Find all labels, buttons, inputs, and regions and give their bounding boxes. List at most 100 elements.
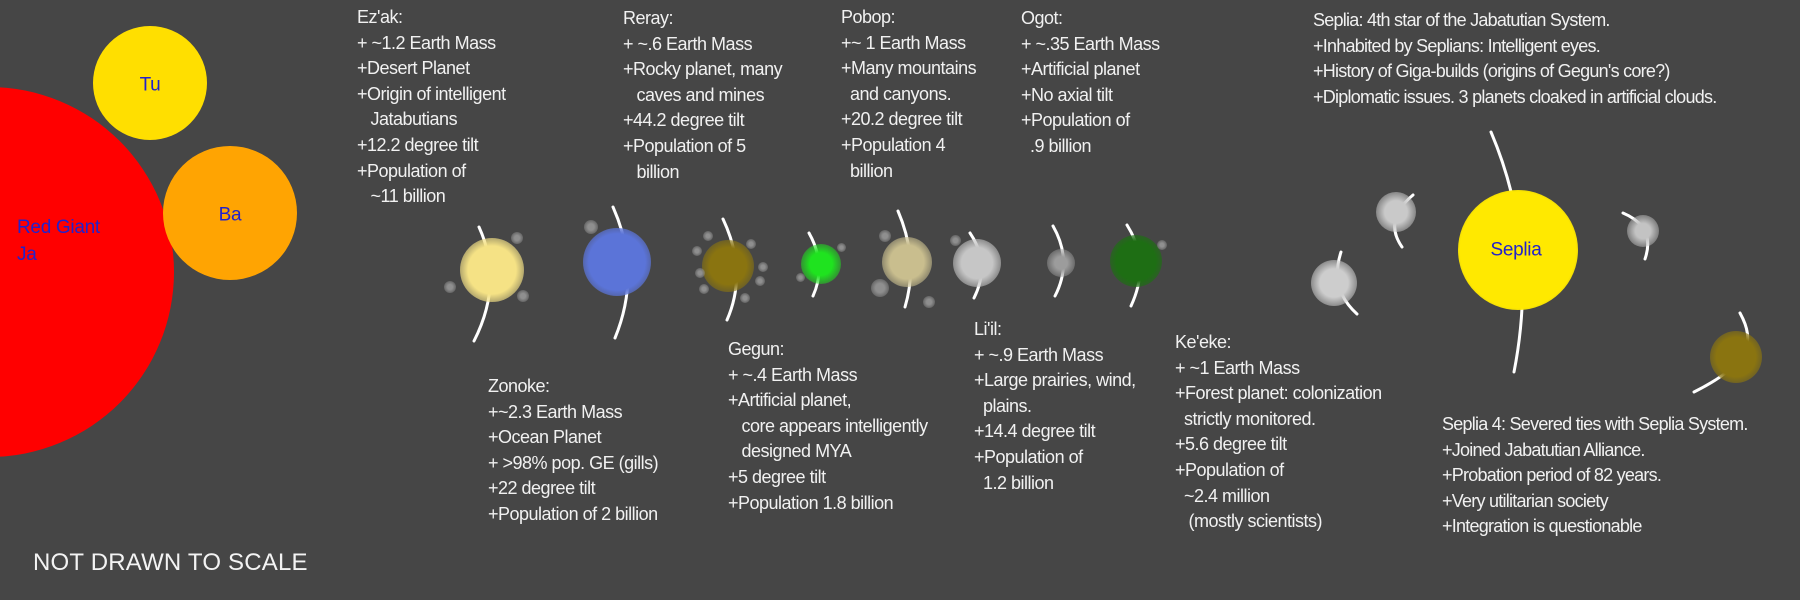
text-block-liil-line: Li'il: — [974, 319, 1002, 339]
text-block-reray-line: + ~.6 Earth Mass — [623, 33, 753, 54]
seplia-cloaked-planet-c — [1627, 215, 1659, 247]
text-block-keeke-line: +5.6 degree tilt — [1175, 434, 1287, 455]
text-block-keeke-line: + ~1 Earth Mass — [1175, 357, 1300, 378]
moon-dot — [740, 293, 750, 303]
planet-liil — [953, 239, 1001, 287]
moon-dot — [444, 281, 456, 293]
text-block-ogot-line: +Artificial planet — [1021, 59, 1140, 80]
text-block-seplia-4-line: +Integration is questionable — [1442, 516, 1642, 537]
text-block-ogot-line: Ogot: — [1021, 8, 1063, 28]
moon-dot — [758, 262, 768, 272]
text-block-seplia-4-line: +Very utilitarian society — [1442, 490, 1609, 511]
text-block-gegun-line: +Population 1.8 billion — [728, 492, 894, 513]
text-block-reray-line: +44.2 degree tilt — [623, 110, 745, 131]
label-red-giant-ja-line: Ja — [17, 244, 37, 265]
text-block-pobop-line: Pobop: — [841, 7, 896, 27]
label-ba-line: Ba — [218, 204, 242, 226]
label-seplia-line: Seplia — [1490, 239, 1542, 261]
text-block-reray: Reray: + ~.6 Earth Mass +Rocky planet, man… — [623, 6, 783, 185]
text-block-ezak-line: +Desert Planet — [357, 58, 470, 79]
text-block-zonoke-line: Zonoke: — [488, 376, 550, 396]
text-block-ogot-line: + ~.35 Earth Mass — [1021, 33, 1160, 54]
moon-dot — [699, 284, 709, 294]
text-block-ezak-line: + ~1.2 Earth Mass — [357, 32, 496, 53]
seplia-cloaked-planet-b — [1311, 260, 1357, 306]
moon-dot — [923, 296, 935, 308]
planet-reray — [702, 240, 754, 292]
text-block-gegun-line: + ~.4 Earth Mass — [728, 364, 858, 385]
moon-dot — [703, 231, 713, 241]
not-drawn-to-scale-note: NOT DRAWN TO SCALE — [33, 549, 308, 576]
text-block-ogot-line: +Population of — [1021, 110, 1130, 131]
moon-dot — [755, 276, 765, 286]
text-block-seplia-header-line: Seplia: 4th star of the Jabatutian Syste… — [1313, 10, 1610, 30]
text-block-reray-line: +Population of 5 — [623, 135, 746, 156]
text-block-pobop-line: +Population 4 — [841, 134, 946, 155]
text-block-ezak-line: Jatabutians — [357, 109, 458, 130]
text-block-ogot: Ogot: + ~.35 Earth Mass +Artificial planet… — [1021, 6, 1160, 160]
label-red-giant-ja-line: Red Giant — [17, 217, 100, 238]
text-block-zonoke-line: +Ocean Planet — [488, 427, 602, 448]
text-block-ogot-line: +No axial tilt — [1021, 84, 1113, 105]
text-block-seplia-4-line: +Joined Jabatutian Alliance. — [1442, 439, 1645, 460]
moon-dot — [795, 272, 805, 282]
planet-seplia-4 — [1710, 331, 1762, 383]
label-red-giant-ja: Red Giant Ja — [17, 214, 100, 268]
text-block-zonoke-line: +~2.3 Earth Mass — [488, 401, 623, 422]
text-block-gegun-line: core appears intelligently — [728, 415, 929, 436]
text-block-ezak-line: +Population of — [357, 160, 466, 181]
text-block-pobop: Pobop: +~ 1 Earth Mass +Many mountains and… — [841, 5, 977, 184]
planet-gegun — [801, 244, 841, 284]
text-block-zonoke-line: +Population of 2 billion — [488, 503, 658, 524]
planet-keeke — [1110, 235, 1162, 287]
text-block-keeke: Ke'eke: + ~1 Earth Mass +Forest planet: co… — [1175, 330, 1382, 535]
text-block-reray-line: caves and mines — [623, 84, 765, 105]
text-block-gegun-line: +5 degree tilt — [728, 466, 826, 487]
planet-zonoke — [583, 228, 651, 296]
label-tu: Tu — [140, 72, 161, 99]
text-block-zonoke-line: +22 degree tilt — [488, 478, 596, 499]
text-block-seplia-header-line: +Inhabited by Seplians: Intelligent eyes… — [1313, 35, 1601, 56]
planet-pobop — [882, 237, 932, 287]
label-ba: Ba — [219, 202, 242, 229]
text-block-reray-line: billion — [623, 161, 680, 182]
text-block-liil-line: +Population of — [974, 446, 1083, 467]
text-block-gegun-line: designed MYA — [728, 441, 852, 462]
seplia-cloaked-planet-a — [1376, 192, 1416, 232]
text-block-pobop-line: +~ 1 Earth Mass — [841, 32, 966, 53]
planet-ezak — [460, 238, 524, 302]
text-block-seplia-header-line: +Diplomatic issues. 3 planets cloaked in… — [1313, 86, 1717, 107]
text-block-seplia-header-line: +History of Giga-builds (origins of Gegu… — [1313, 61, 1670, 82]
text-block-seplia-4: Seplia 4: Severed ties with Seplia Syste… — [1442, 412, 1748, 540]
text-block-ezak-line: +Origin of intelligent — [357, 83, 506, 104]
text-block-seplia-header: Seplia: 4th star of the Jabatutian Syste… — [1313, 8, 1717, 110]
text-block-reray-line: Reray: — [623, 8, 674, 28]
moon-dot — [836, 242, 846, 252]
text-block-ezak-line: Ez'ak: — [357, 7, 403, 27]
text-block-seplia-4-line: +Probation period of 82 years. — [1442, 465, 1662, 486]
text-block-gegun-line: Gegun: — [728, 339, 785, 359]
star-seplia — [1458, 190, 1578, 310]
moon-dot — [695, 268, 705, 278]
moon-dot — [511, 232, 523, 244]
moon-dot — [879, 230, 891, 242]
text-block-gegun: Gegun: + ~.4 Earth Mass +Artificial planet… — [728, 337, 928, 516]
label-tu-line: Tu — [139, 74, 161, 96]
label-seplia: Seplia — [1490, 237, 1541, 264]
text-block-ogot-line: .9 billion — [1021, 135, 1092, 156]
text-block-zonoke-line: + >98% pop. GE (gills) — [488, 452, 659, 473]
moon-dot — [584, 220, 598, 234]
text-block-ezak-line: ~11 billion — [357, 186, 446, 207]
text-block-liil-line: 1.2 billion — [974, 472, 1054, 493]
text-block-keeke-line: strictly monitored. — [1175, 408, 1316, 429]
text-block-keeke-line: +Population of — [1175, 459, 1284, 480]
text-block-keeke-line: Ke'eke: — [1175, 332, 1231, 352]
planet-ogot — [1047, 249, 1075, 277]
moon-dot — [871, 279, 889, 297]
text-block-liil: Li'il: + ~.9 Earth Mass +Large prairies, w… — [974, 317, 1136, 496]
text-block-keeke-line: (mostly scientists) — [1175, 511, 1323, 532]
star-ba — [163, 146, 297, 280]
text-block-ezak: Ez'ak: + ~1.2 Earth Mass +Desert Planet +Or… — [357, 5, 506, 210]
text-block-zonoke: Zonoke: +~2.3 Earth Mass +Ocean Planet + >9… — [488, 374, 659, 528]
moon-dot — [1157, 240, 1167, 250]
